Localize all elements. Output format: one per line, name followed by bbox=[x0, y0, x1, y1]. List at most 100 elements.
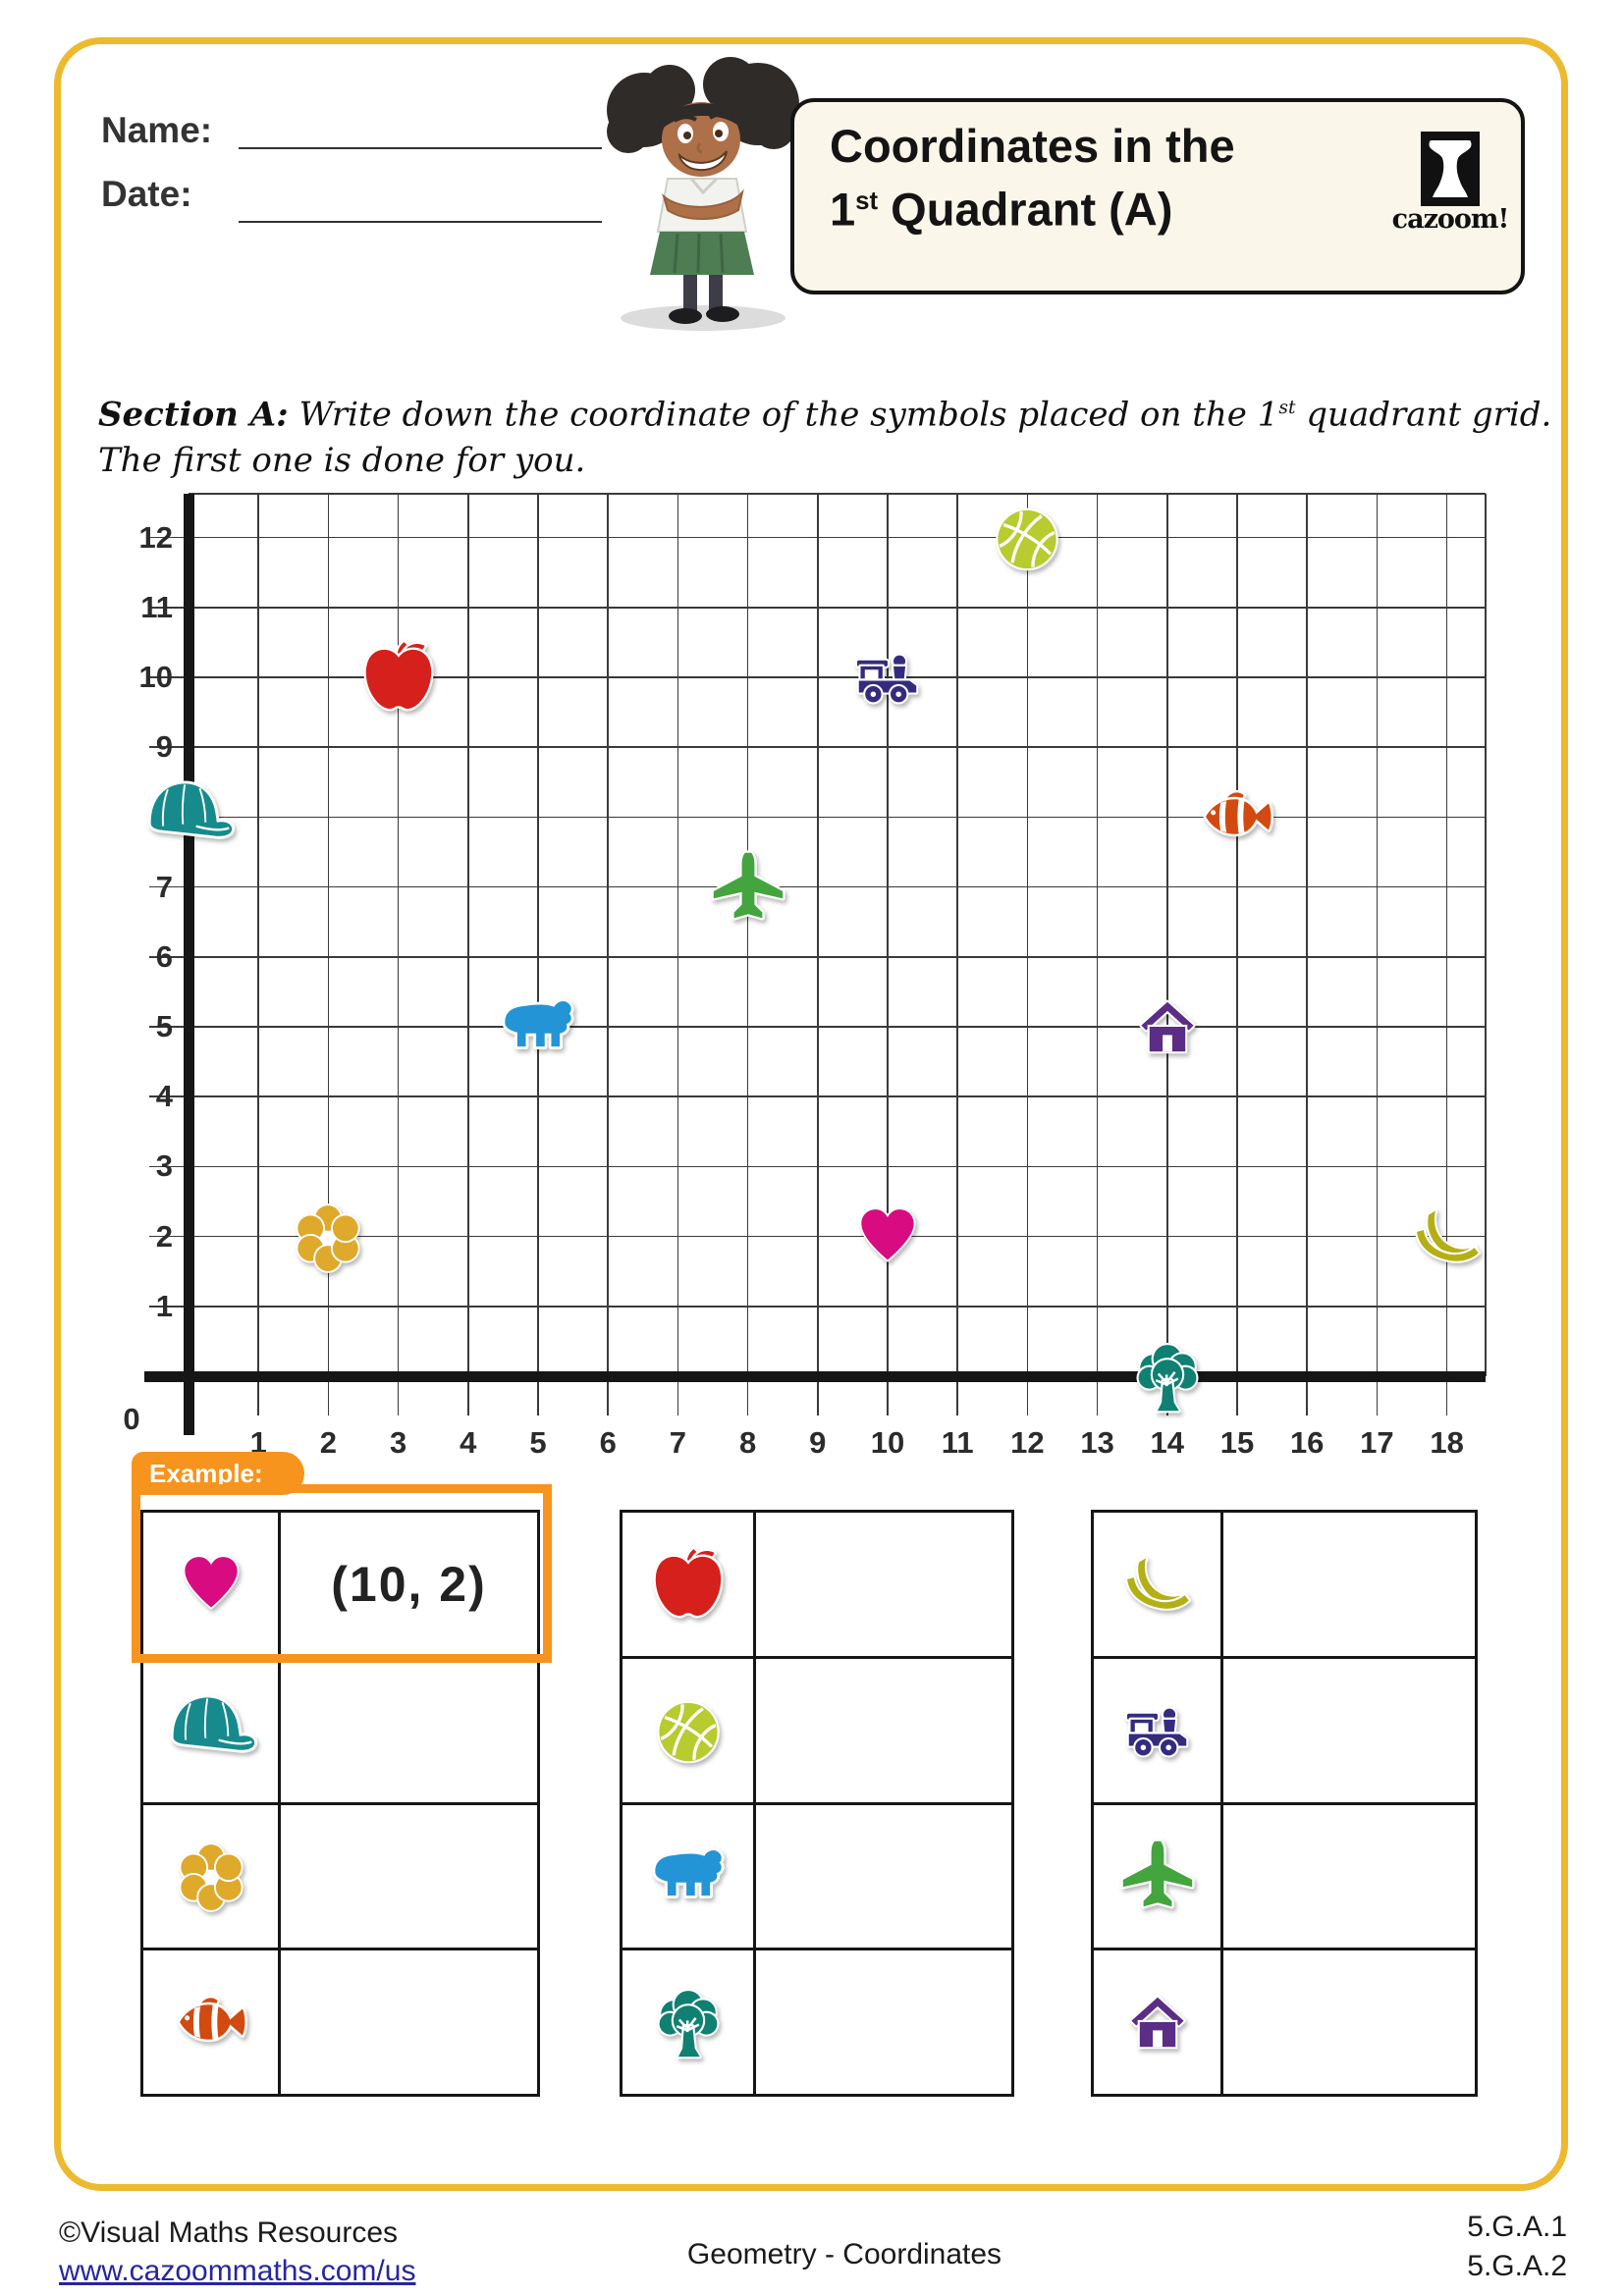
date-input-line[interactable] bbox=[239, 221, 602, 223]
grid-line bbox=[149, 607, 1486, 609]
answer-cell-bear[interactable] bbox=[756, 1805, 1011, 1949]
table-row: (10, 2) bbox=[143, 1513, 537, 1656]
grid-line bbox=[149, 956, 1486, 958]
grid-line bbox=[1485, 494, 1487, 1376]
answer-table-right bbox=[1091, 1510, 1478, 2097]
flower-icon-image bbox=[174, 1839, 248, 1913]
x-axis-label-2: 2 bbox=[319, 1425, 338, 1460]
answer-cell-train[interactable] bbox=[1223, 1659, 1475, 1802]
table-row bbox=[1094, 1801, 1475, 1949]
x-axis-label-7: 7 bbox=[669, 1425, 687, 1460]
answer-cell-tree[interactable] bbox=[756, 1950, 1011, 2094]
grid-line bbox=[149, 536, 1486, 539]
x-axis bbox=[144, 1370, 1486, 1382]
y-axis-label-2: 2 bbox=[155, 1218, 173, 1254]
answer-cell-flower[interactable] bbox=[281, 1805, 537, 1949]
grid-line bbox=[746, 494, 749, 1415]
grid-line bbox=[149, 1026, 1486, 1028]
answer-cell-heart[interactable]: (10, 2) bbox=[281, 1513, 537, 1656]
fish-icon bbox=[143, 1950, 281, 2094]
heart-icon bbox=[143, 1513, 281, 1656]
y-axis-label-3: 3 bbox=[155, 1148, 173, 1184]
grid-line bbox=[149, 885, 1486, 888]
basketball-icon-image bbox=[652, 1694, 725, 1767]
grid-line bbox=[1376, 494, 1379, 1415]
answer-cell-basketball[interactable] bbox=[756, 1659, 1011, 1802]
flower-sticker bbox=[291, 1200, 365, 1274]
house-icon bbox=[1094, 1950, 1223, 2094]
y-axis bbox=[183, 494, 194, 1435]
example-answer: (10, 2) bbox=[331, 1556, 487, 1612]
cazoom-logo-icon bbox=[1421, 132, 1480, 206]
airplane-icon-image bbox=[1118, 1837, 1197, 1915]
example-highlight-box bbox=[132, 1484, 552, 1663]
x-axis-label-5: 5 bbox=[529, 1425, 547, 1460]
name-label: Name: bbox=[101, 110, 213, 150]
house-icon-image bbox=[1123, 1988, 1192, 2056]
tree-icon-image bbox=[647, 1981, 730, 2063]
answer-cell-fish[interactable] bbox=[281, 1950, 537, 2094]
table-row bbox=[143, 1801, 537, 1949]
standard-2: 5.G.A.2 bbox=[1467, 2250, 1567, 2282]
x-axis-label-6: 6 bbox=[599, 1425, 617, 1460]
x-axis-label-10: 10 bbox=[870, 1425, 905, 1460]
grid-line bbox=[257, 494, 259, 1415]
name-input-line[interactable] bbox=[239, 147, 602, 149]
basketball-sticker bbox=[991, 502, 1063, 574]
house-sticker bbox=[1133, 992, 1202, 1061]
x-axis-label-15: 15 bbox=[1219, 1425, 1255, 1460]
title-box bbox=[790, 98, 1525, 294]
bananas-icon bbox=[1094, 1513, 1223, 1656]
answer-table-middle bbox=[620, 1510, 1014, 2097]
grid-line bbox=[1096, 494, 1099, 1415]
grid-line bbox=[956, 494, 958, 1415]
y-axis-label-7: 7 bbox=[155, 869, 173, 904]
website-link[interactable]: www.cazoommaths.com/us bbox=[59, 2255, 416, 2287]
x-axis-label-11: 11 bbox=[941, 1425, 974, 1460]
answer-cell-apple[interactable] bbox=[756, 1513, 1011, 1656]
page-title: Coordinates in the 1st Quadrant (A) bbox=[830, 120, 1235, 236]
page-border bbox=[54, 37, 1568, 2191]
grid-line bbox=[149, 746, 1486, 748]
answer-cell-house[interactable] bbox=[1223, 1950, 1475, 2094]
bananas-icon-image bbox=[1115, 1542, 1200, 1627]
x-axis-label-18: 18 bbox=[1430, 1425, 1464, 1460]
x-axis-label-14: 14 bbox=[1150, 1425, 1185, 1460]
y-axis-label-10: 10 bbox=[138, 660, 173, 694]
y-axis-label-11: 11 bbox=[140, 589, 173, 624]
x-axis-label-13: 13 bbox=[1080, 1425, 1114, 1460]
table-row bbox=[1094, 1513, 1475, 1656]
table-row bbox=[623, 1513, 1011, 1656]
answer-cell-airplane[interactable] bbox=[1223, 1805, 1475, 1949]
answer-cell-bananas[interactable] bbox=[1223, 1513, 1475, 1656]
table-row bbox=[1094, 1655, 1475, 1802]
bear-sticker bbox=[491, 980, 585, 1074]
bananas-sticker bbox=[1405, 1195, 1489, 1279]
bear-icon bbox=[623, 1804, 756, 1949]
x-axis-label-8: 8 bbox=[738, 1425, 757, 1460]
fish-sticker bbox=[1196, 775, 1278, 858]
cap-icon-image bbox=[164, 1683, 258, 1778]
grid-line bbox=[189, 493, 1486, 495]
grid-line bbox=[149, 1165, 1486, 1168]
airplane-sticker bbox=[709, 848, 787, 927]
y-axis-label-1: 1 bbox=[155, 1288, 173, 1323]
fish-icon-image bbox=[170, 1981, 252, 2063]
x-axis-label-4: 4 bbox=[460, 1425, 477, 1460]
tree-icon bbox=[623, 1950, 756, 2094]
apple-sticker bbox=[360, 639, 437, 716]
cap-icon bbox=[143, 1658, 281, 1802]
grid-line bbox=[887, 494, 889, 1415]
grid-line bbox=[607, 494, 609, 1415]
answer-table-left: (10, 2) bbox=[140, 1510, 540, 2097]
answer-cell-cap[interactable] bbox=[281, 1659, 537, 1802]
x-axis-label-17: 17 bbox=[1360, 1425, 1394, 1460]
heart-sticker bbox=[857, 1206, 918, 1267]
date-label: Date: bbox=[101, 174, 192, 214]
x-axis-label-9: 9 bbox=[809, 1425, 827, 1460]
grid-line bbox=[149, 676, 1486, 678]
apple-icon-image bbox=[650, 1546, 727, 1623]
standard-1: 5.G.A.1 bbox=[1467, 2211, 1567, 2243]
table-row bbox=[623, 1948, 1011, 2094]
grid-line bbox=[327, 494, 330, 1415]
